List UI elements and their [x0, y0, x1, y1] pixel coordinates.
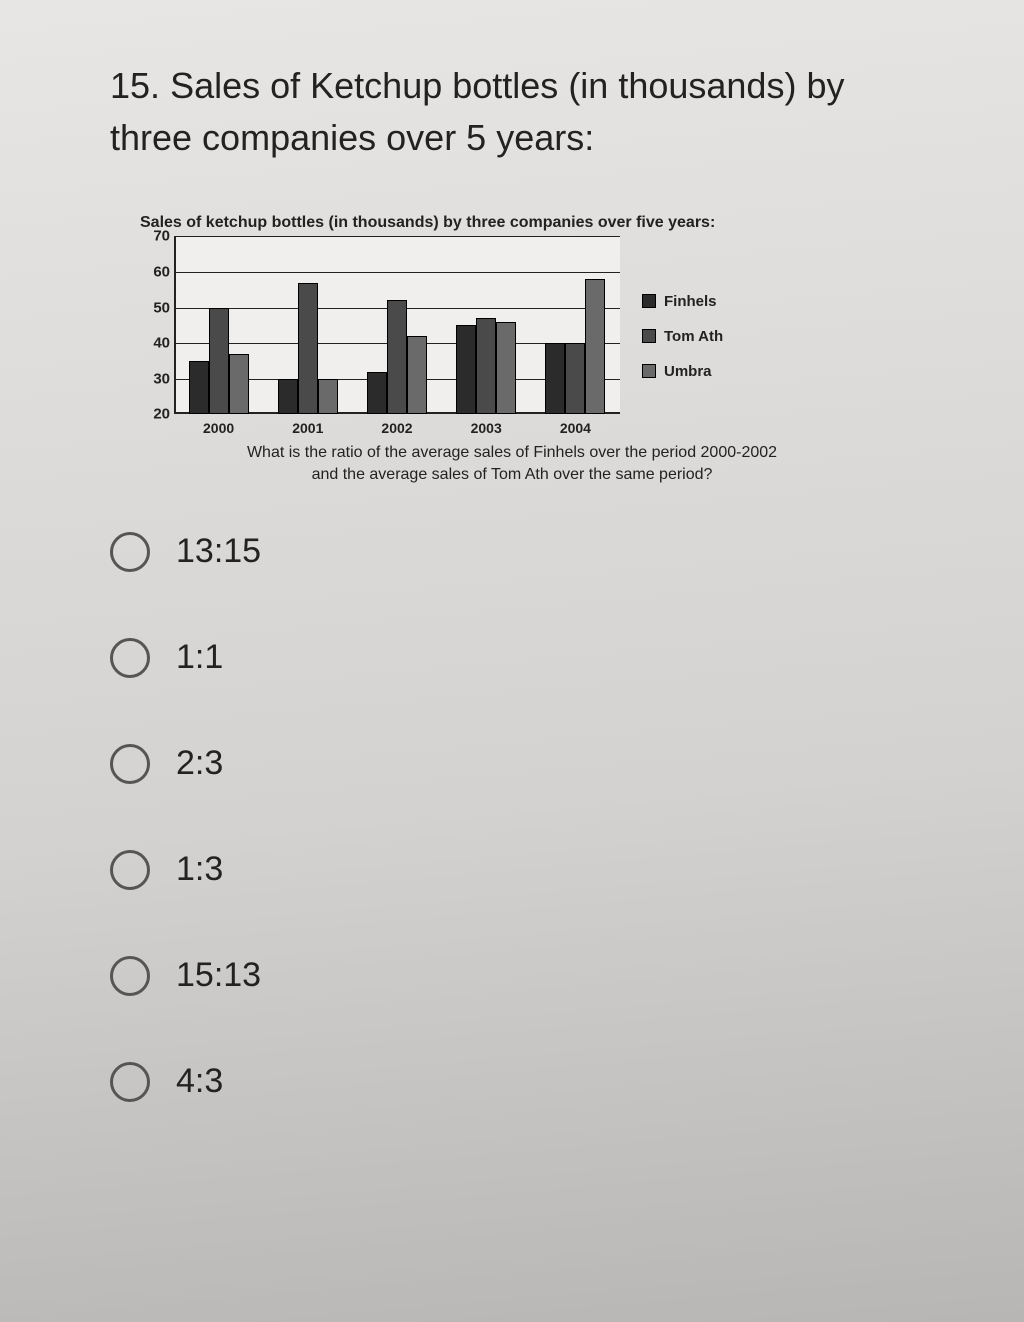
option-label: 13:15	[176, 532, 261, 571]
x-tick-label: 2000	[203, 420, 234, 436]
bar	[407, 336, 427, 414]
option-label: 1:1	[176, 638, 223, 677]
sub-question-line2: and the average sales of Tom Ath over th…	[312, 466, 713, 483]
legend-swatch	[642, 329, 656, 343]
y-tick-label: 60	[140, 263, 170, 280]
y-tick-label: 50	[140, 299, 170, 316]
option[interactable]: 1:3	[110, 850, 974, 890]
bar	[545, 343, 565, 414]
option[interactable]: 4:3	[110, 1062, 974, 1102]
bar	[367, 372, 387, 415]
question-title: 15. Sales of Ketchup bottles (in thousan…	[50, 60, 974, 164]
x-tick-label: 2001	[292, 420, 323, 436]
radio-icon[interactable]	[110, 850, 150, 890]
bar	[229, 354, 249, 415]
option[interactable]: 2:3	[110, 744, 974, 784]
bar-group	[545, 279, 605, 414]
bar	[189, 361, 209, 414]
legend-label: Tom Ath	[664, 328, 723, 345]
legend-swatch	[642, 364, 656, 378]
x-tick-label: 2003	[471, 420, 502, 436]
bar	[565, 343, 585, 414]
bar-group	[367, 300, 427, 414]
radio-icon[interactable]	[110, 638, 150, 678]
bar	[476, 318, 496, 414]
option[interactable]: 13:15	[110, 532, 974, 572]
bar-group	[278, 283, 338, 415]
option[interactable]: 1:1	[110, 638, 974, 678]
sub-question-line1: What is the ratio of the average sales o…	[247, 444, 777, 461]
question-text: Sales of Ketchup bottles (in thousands) …	[110, 65, 844, 158]
legend-item: Tom Ath	[642, 328, 723, 345]
x-tick-label: 2004	[560, 420, 591, 436]
radio-icon[interactable]	[110, 1062, 150, 1102]
y-tick-label: 20	[140, 406, 170, 423]
legend-item: Umbra	[642, 363, 723, 380]
chart-legend: Finhels Tom Ath Umbra	[642, 293, 723, 380]
question-number: 15.	[110, 65, 160, 106]
chart-plot: 20304050607020002001200220032004	[140, 236, 620, 436]
option[interactable]: 15:13	[110, 956, 974, 996]
bar	[456, 325, 476, 414]
x-tick-label: 2002	[381, 420, 412, 436]
bar	[585, 279, 605, 414]
bar	[278, 379, 298, 415]
legend-label: Umbra	[664, 363, 712, 380]
y-tick-label: 30	[140, 370, 170, 387]
legend-swatch	[642, 294, 656, 308]
sub-question: What is the ratio of the average sales o…	[140, 442, 884, 485]
legend-label: Finhels	[664, 293, 717, 310]
radio-icon[interactable]	[110, 956, 150, 996]
legend-item: Finhels	[642, 293, 723, 310]
chart-title: Sales of ketchup bottles (in thousands) …	[140, 214, 974, 232]
options-list: 13:15 1:1 2:3 1:3 15:13 4:3	[50, 532, 974, 1102]
option-label: 4:3	[176, 1062, 223, 1101]
option-label: 1:3	[176, 850, 223, 889]
y-tick-label: 70	[140, 228, 170, 245]
bar	[387, 300, 407, 414]
y-tick-label: 40	[140, 335, 170, 352]
bar-group	[189, 308, 249, 415]
chart-container: Sales of ketchup bottles (in thousands) …	[140, 214, 974, 436]
radio-icon[interactable]	[110, 532, 150, 572]
option-label: 15:13	[176, 956, 261, 995]
bars-layer	[174, 236, 620, 414]
option-label: 2:3	[176, 744, 223, 783]
bar	[318, 379, 338, 415]
radio-icon[interactable]	[110, 744, 150, 784]
bar	[496, 322, 516, 415]
bar	[209, 308, 229, 415]
bar-group	[456, 318, 516, 414]
bar	[298, 283, 318, 415]
